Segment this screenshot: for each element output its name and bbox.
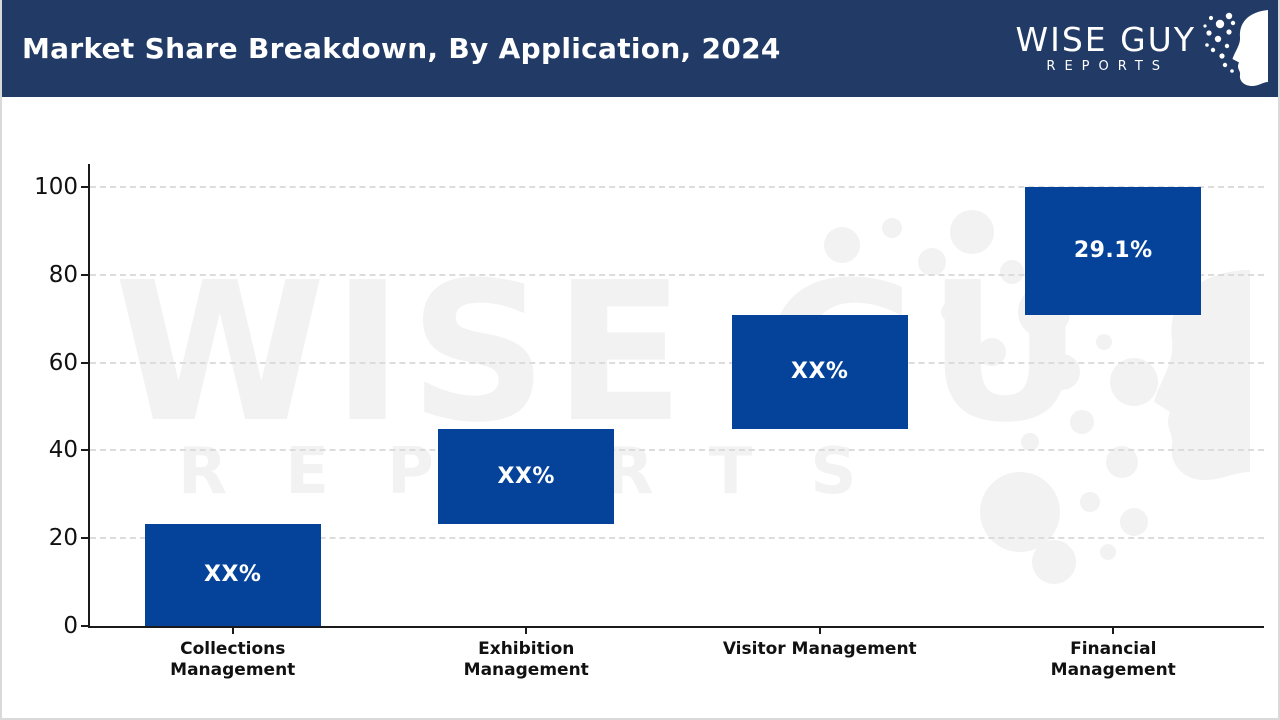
bar-value-label: XX%: [497, 463, 555, 489]
x-category-label: Visitor Management: [690, 639, 950, 660]
y-tick-60: [81, 361, 88, 364]
y-tick-label: 0: [63, 613, 78, 639]
gridline-20: [90, 537, 1264, 540]
x-category-label: Exhibition Management: [396, 639, 656, 681]
y-tick-40: [81, 449, 88, 452]
x-category-label-line: Management: [463, 660, 589, 680]
header-bar: Market Share Breakdown, By Application, …: [2, 0, 1278, 97]
x-category-label-line: Management: [1050, 660, 1176, 680]
y-tick-80: [81, 273, 88, 276]
x-category-label-line: Management: [170, 660, 296, 680]
x-axis-line: [88, 626, 1264, 628]
brand-logo: WISE GUY REPORTS: [1015, 7, 1270, 91]
y-tick-20: [81, 537, 88, 540]
y-tick-label: 100: [34, 174, 78, 200]
page-title: Market Share Breakdown, By Application, …: [22, 32, 781, 65]
watermark-text: WISE GU: [114, 242, 1089, 465]
x-category-label: Collections Management: [103, 639, 363, 681]
bar-value-label: XX%: [204, 562, 262, 588]
y-axis-line: [88, 164, 90, 628]
y-tick-100: [81, 186, 88, 188]
logo-face-icon: [1203, 9, 1268, 86]
bar-value-label: XX%: [791, 359, 849, 385]
bar-3: 29.1%: [1025, 187, 1202, 315]
y-tick-label: 80: [48, 261, 78, 288]
x-tick-3: [1112, 626, 1115, 634]
brand-name: WISE GUY: [1015, 19, 1196, 59]
brand-subtitle: REPORTS: [1046, 58, 1170, 74]
y-tick-label: 60: [48, 349, 78, 376]
y-tick-label: 20: [48, 525, 78, 552]
x-category-label-line: Visitor Management: [722, 639, 917, 659]
x-tick-1: [525, 626, 528, 634]
watermark-face-dots: [824, 210, 1250, 584]
y-tick-label: 40: [48, 437, 78, 464]
bar-1: XX%: [438, 428, 615, 524]
x-tick-0: [231, 626, 234, 634]
x-category-label-line: Financial: [1070, 639, 1157, 659]
bar-value-label: 29.1%: [1073, 238, 1153, 264]
x-category-label: Financial Management: [983, 639, 1243, 681]
bar-0: XX%: [144, 523, 321, 626]
gridline-40: [90, 449, 1264, 452]
gridline-100: [90, 186, 1264, 188]
bar-2: XX%: [731, 314, 908, 429]
x-category-label-line: Exhibition: [478, 639, 575, 659]
gridline-60: [90, 361, 1264, 364]
x-category-label-line: Collections: [180, 639, 286, 659]
gridline-80: [90, 273, 1264, 276]
y-tick-0: [81, 625, 88, 627]
brand-logo-text: WISE GUY REPORTS: [1015, 19, 1196, 75]
x-tick-2: [818, 626, 821, 634]
